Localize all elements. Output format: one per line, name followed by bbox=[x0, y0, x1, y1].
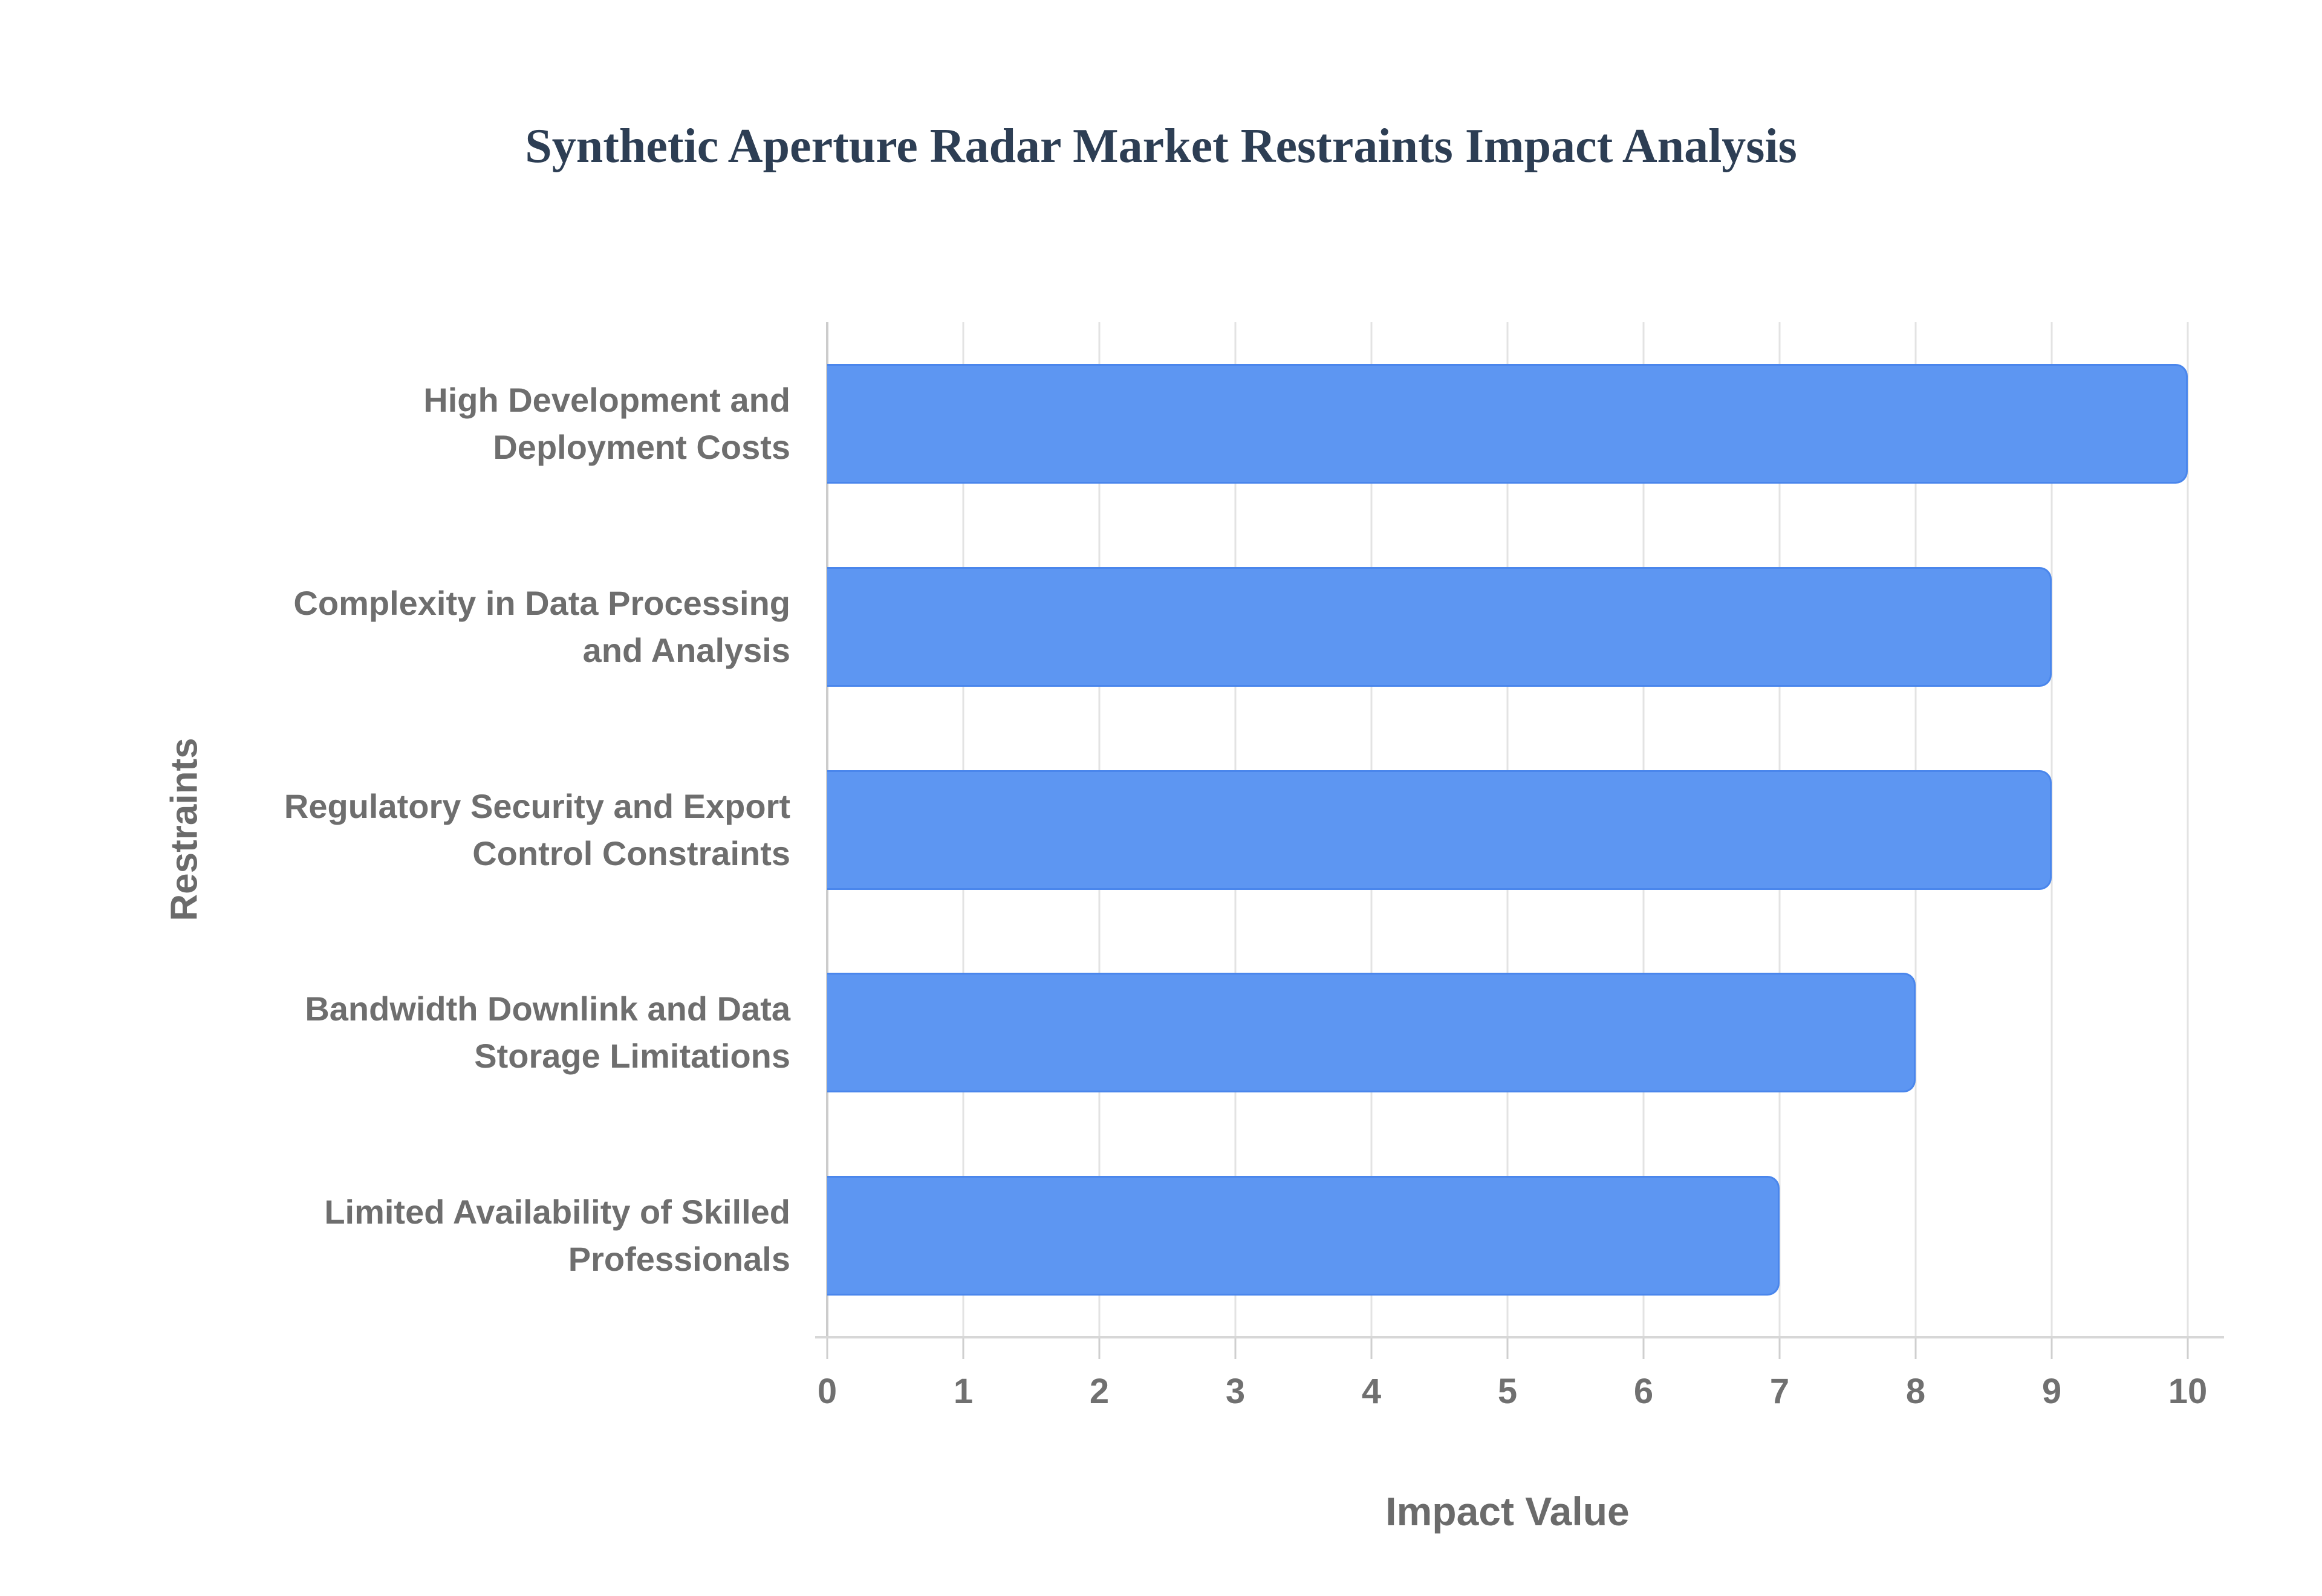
x-axis-tick-label: 8 bbox=[1905, 1372, 1926, 1411]
x-axis-title: Impact Value bbox=[1385, 1489, 1630, 1534]
category-label: Limited Availability of Skilled Professi… bbox=[324, 1193, 790, 1279]
x-axis-tick-mark bbox=[1642, 1338, 1645, 1359]
x-axis-tick-mark bbox=[1370, 1338, 1373, 1359]
x-axis-tick-mark bbox=[1234, 1338, 1237, 1359]
bar bbox=[827, 973, 1916, 1093]
x-axis-tick-label: 1 bbox=[953, 1372, 974, 1411]
x-axis-tick-mark bbox=[826, 1338, 828, 1359]
x-axis-tick-label: 5 bbox=[1497, 1372, 1518, 1411]
chart-title: Synthetic Aperture Radar Market Restrain… bbox=[525, 120, 1797, 173]
x-axis-tick-label: 10 bbox=[2168, 1372, 2208, 1411]
bar bbox=[827, 566, 2052, 687]
category-label: High Development and Deployment Costs bbox=[423, 380, 790, 466]
x-axis-tick-mark bbox=[1506, 1338, 1509, 1359]
x-axis-tick-label: 6 bbox=[1633, 1372, 1654, 1411]
bar bbox=[827, 363, 2188, 484]
x-axis-tick-label: 0 bbox=[817, 1372, 837, 1411]
bar bbox=[827, 1176, 1780, 1296]
x-axis-tick-label: 7 bbox=[1769, 1372, 1790, 1411]
x-axis-tick-label: 3 bbox=[1225, 1372, 1246, 1411]
category-label: Complexity in Data Processing and Analys… bbox=[293, 583, 790, 669]
x-axis-tick-label: 4 bbox=[1361, 1372, 1382, 1411]
x-axis-tick-mark bbox=[962, 1338, 964, 1359]
x-axis-tick-mark bbox=[1778, 1338, 1781, 1359]
x-axis-tick-label: 2 bbox=[1089, 1372, 1110, 1411]
x-axis-tick-mark bbox=[1098, 1338, 1101, 1359]
x-axis-tick-mark bbox=[2050, 1338, 2053, 1359]
category-label: Bandwidth Downlink and Data Storage Limi… bbox=[305, 990, 790, 1075]
gridline bbox=[2187, 322, 2189, 1337]
bar bbox=[827, 770, 2052, 890]
x-axis-tick-mark bbox=[1914, 1338, 1917, 1359]
y-axis-title: Restraints bbox=[163, 738, 206, 921]
gridline bbox=[2050, 322, 2053, 1337]
plot-area bbox=[815, 322, 2224, 1359]
x-axis-line bbox=[815, 1336, 2224, 1338]
x-axis-tick-mark bbox=[2187, 1338, 2189, 1359]
category-label: Regulatory Security and Export Control C… bbox=[284, 787, 790, 872]
x-axis-tick-label: 9 bbox=[2041, 1372, 2062, 1411]
